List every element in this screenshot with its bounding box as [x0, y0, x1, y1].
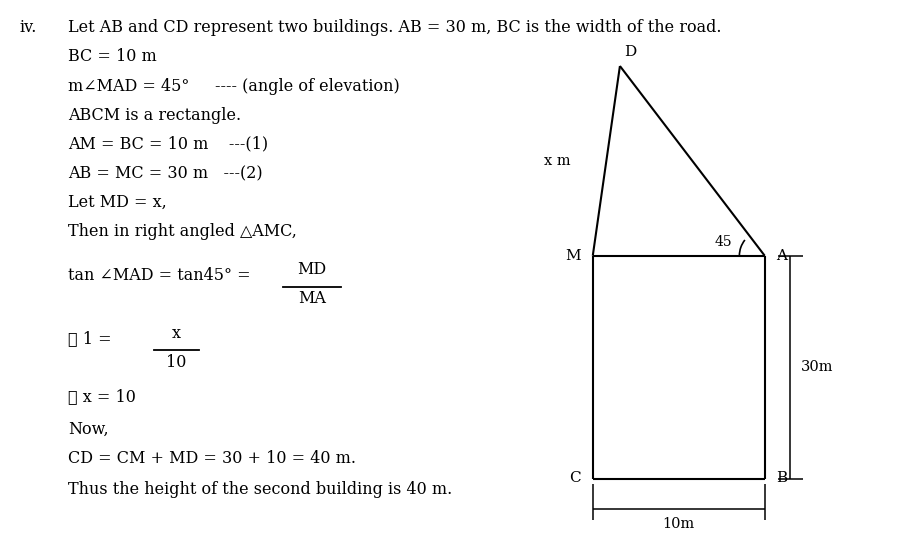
Text: C: C [569, 471, 581, 486]
Text: x: x [172, 324, 181, 342]
Text: CD = CM + MD = 30 + 10 = 40 m.: CD = CM + MD = 30 + 10 = 40 m. [68, 450, 356, 467]
Text: ABCM is a rectangle.: ABCM is a rectangle. [68, 107, 241, 124]
Text: 45: 45 [715, 235, 732, 249]
Text: tan ∠MAD = tan45° =: tan ∠MAD = tan45° = [68, 267, 251, 284]
Text: 10: 10 [167, 354, 186, 371]
Text: x m: x m [544, 154, 570, 168]
Text: M: M [566, 249, 581, 263]
Text: Then in right angled △AMC,: Then in right angled △AMC, [68, 223, 297, 240]
Text: Thus the height of the second building is 40 m.: Thus the height of the second building i… [68, 481, 452, 498]
Text: BC = 10 m: BC = 10 m [68, 48, 157, 65]
Text: m∠MAD = 45°     ---- (angle of elevation): m∠MAD = 45° ---- (angle of elevation) [68, 78, 400, 95]
Text: MD: MD [298, 261, 327, 278]
Text: Now,: Now, [68, 421, 109, 438]
Text: 30m: 30m [801, 360, 834, 374]
Text: AB = MC = 30 m   ---(2): AB = MC = 30 m ---(2) [68, 165, 262, 182]
Text: A: A [776, 249, 787, 263]
Text: MA: MA [299, 290, 326, 307]
Text: Let AB and CD represent two buildings. AB = 30 m, BC is the width of the road.: Let AB and CD represent two buildings. A… [68, 19, 721, 36]
Text: 10m: 10m [662, 517, 695, 531]
Text: iv.: iv. [20, 19, 37, 36]
Text: Let MD = x,: Let MD = x, [68, 194, 167, 211]
Text: ∴ x = 10: ∴ x = 10 [68, 388, 136, 405]
Text: ∴ 1 =: ∴ 1 = [68, 330, 111, 347]
Text: D: D [624, 45, 637, 59]
Text: B: B [776, 471, 787, 486]
Text: AM = BC = 10 m    ---(1): AM = BC = 10 m ---(1) [68, 136, 268, 153]
